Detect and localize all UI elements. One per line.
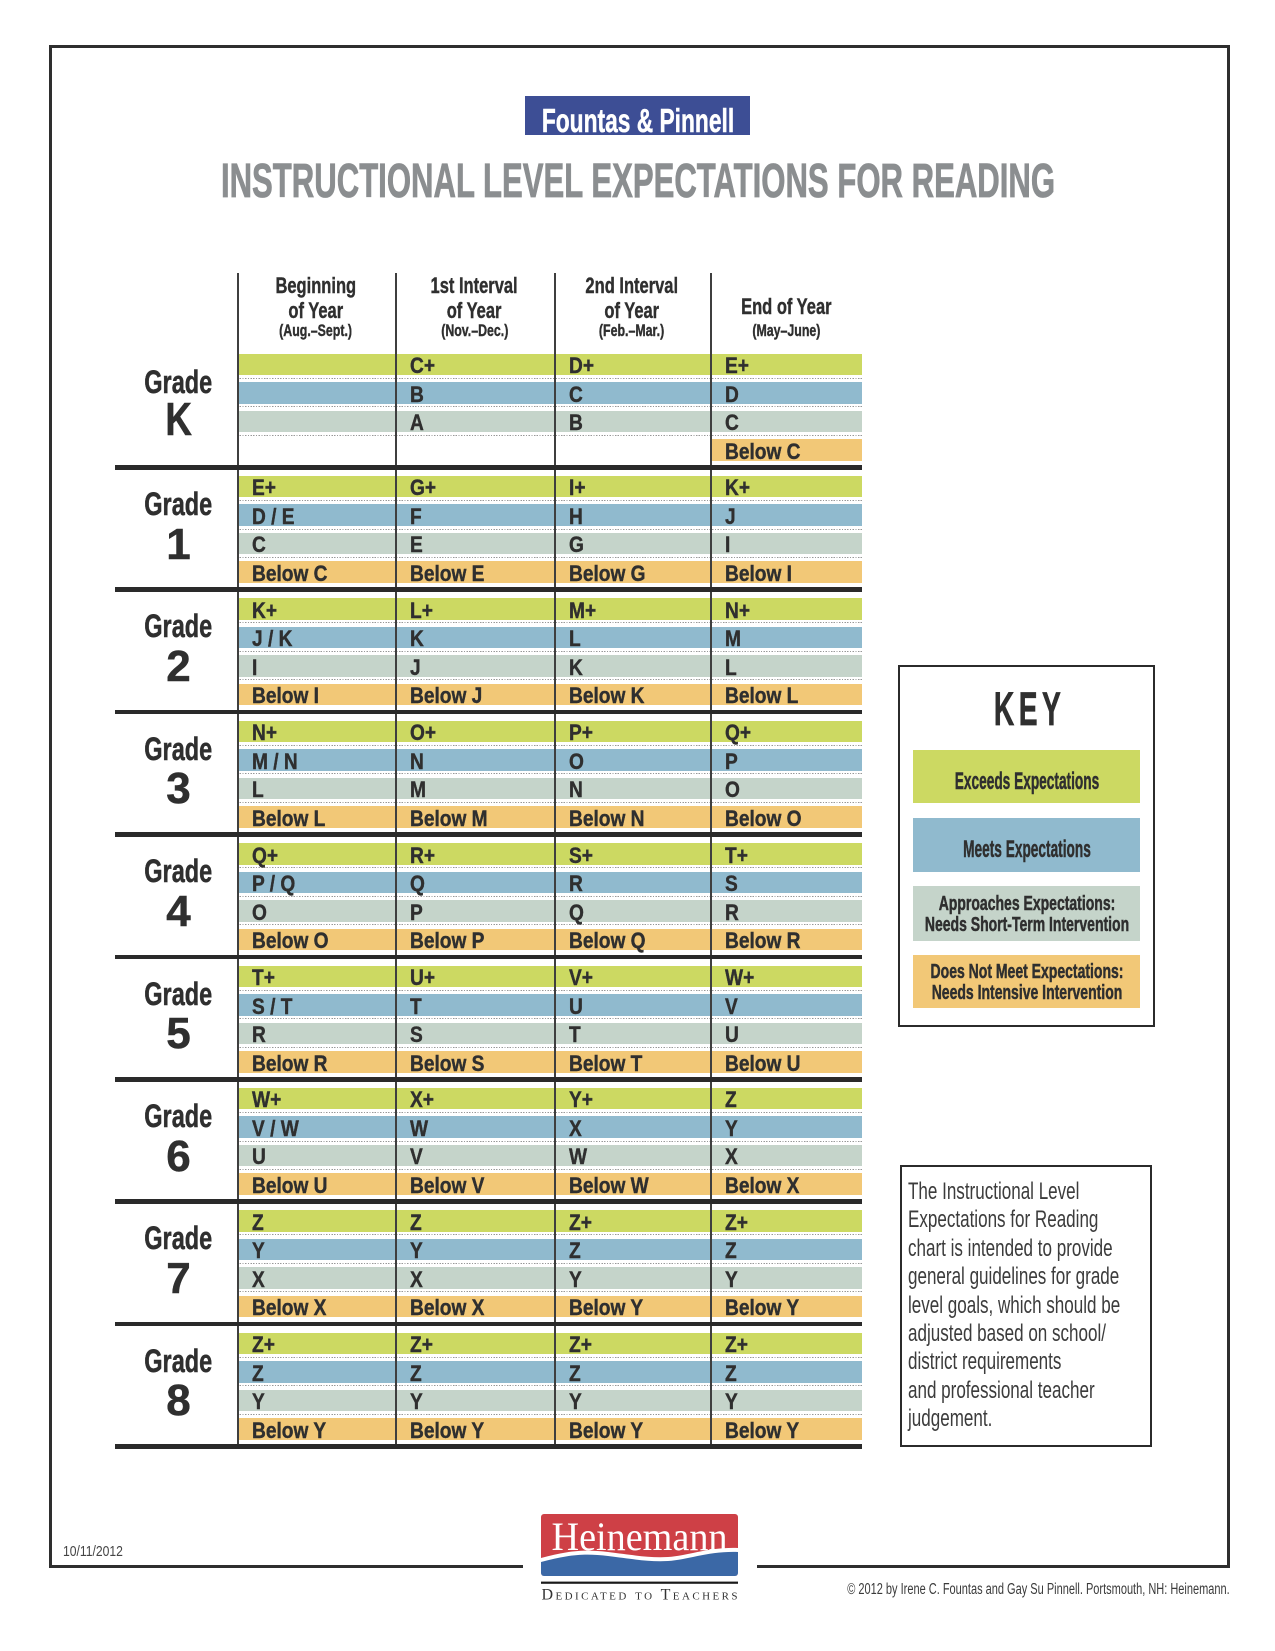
svg-text:Dedicated to Teachers: Dedicated to Teachers <box>542 1587 738 1604</box>
svg-text:Heinemann: Heinemann <box>552 1514 728 1559</box>
